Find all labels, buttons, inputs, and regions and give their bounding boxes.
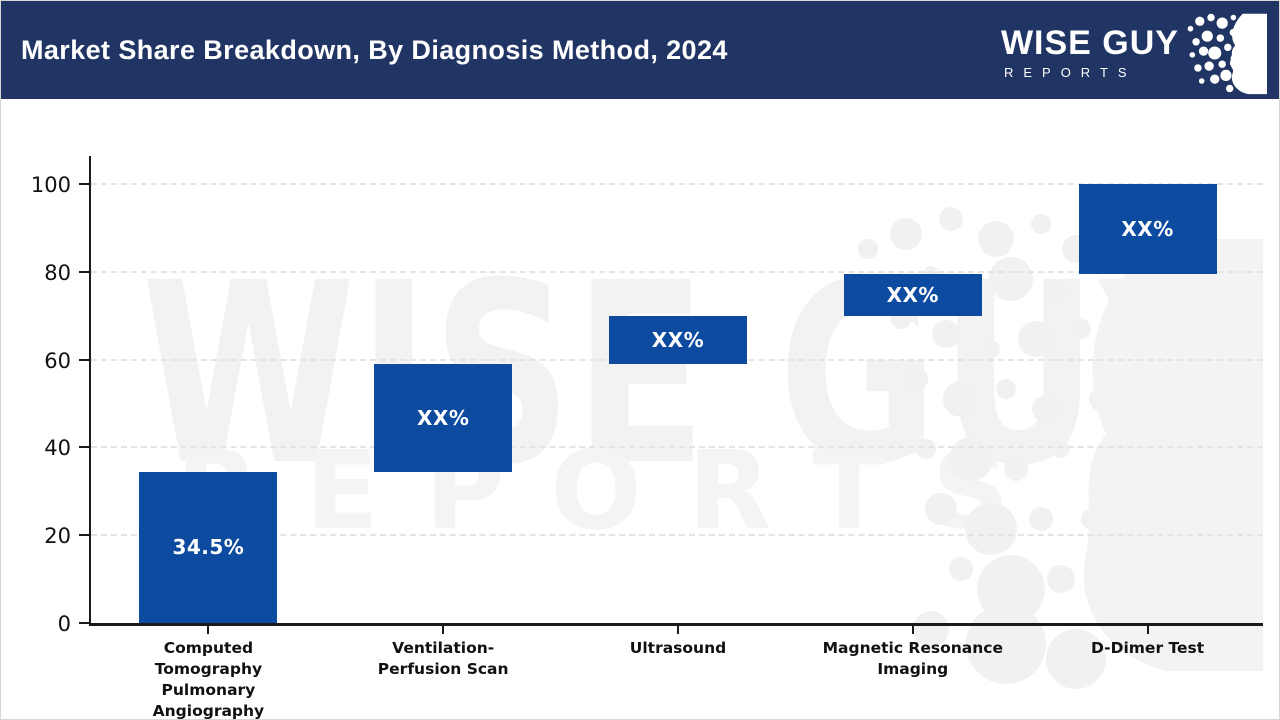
y-tick-mark [79,270,89,273]
header: Market Share Breakdown, By Diagnosis Met… [1,1,1279,99]
plot-area: 0 20 40 60 80 100 34.5% Computed Tomography Pulmo… [31,156,1263,719]
x-axis-label-line: Imaging [877,659,949,678]
y-tick-mark [79,358,89,361]
x-tick-mark [442,623,445,634]
x-axis-label-line: Ultrasound [629,639,727,657]
page-title: Market Share Breakdown, By Diagnosis Met… [21,34,728,65]
y-tick-label: 100 [30,173,71,197]
bar-value-label: XX% [416,405,470,430]
x-axis-label-line: Angiography [152,701,265,720]
y-tick-mark [79,446,89,449]
wiseguy-logo-text: WISE GUY REPORTS [1000,24,1179,80]
gridline [91,534,1263,537]
x-tick-mark [677,623,679,634]
wiseguy-logo-name: WISE GUY [1000,24,1179,63]
bar: 34.5% [139,471,278,623]
x-tick-mark [207,623,210,634]
bar-value-label: XX% [651,327,705,352]
y-tick-label: 60 [44,348,71,373]
bar: XX% [609,315,747,364]
gridline [91,183,1263,185]
bar: XX% [1078,184,1217,274]
x-tick-mark [1146,623,1149,634]
wiseguy-logo: WISE GUY REPORTS [1001,10,1267,96]
y-tick-label: 40 [44,436,71,461]
bar-value-label: XX% [886,282,939,307]
y-tick-label: 0 [57,612,71,636]
y-tick-mark [79,183,89,185]
x-axis-label-line: Tomography [154,659,263,678]
x-axis-label: Ventilation- Perfusion Scan [318,638,568,680]
bar: XX% [374,364,513,472]
bar: XX% [843,274,982,316]
x-axis-label-line: D-Dimer Test [1091,639,1205,657]
x-axis-label-line: Pulmonary [161,680,256,699]
y-tick-mark [79,622,89,624]
x-axis-label-line: Perfusion Scan [377,659,509,678]
gridline [91,270,1263,273]
wiseguy-logo-sub: REPORTS [1003,64,1137,80]
x-axis-label: Magnetic Resonance Imaging [788,638,1038,680]
x-axis-label: D-Dimer Test [1023,638,1273,659]
x-axis-label-line: Ventilation- [392,639,495,657]
y-tick-label: 20 [44,524,71,549]
x-axis-label: Ultrasound [553,638,803,659]
x-axis-label-line: Computed [163,639,254,657]
bar-value-label: 34.5% [172,535,245,560]
x-axis-label: Computed Tomography Pulmonary Angiography [83,638,333,720]
x-axis-label-line: Magnetic Resonance [822,639,1003,657]
bar-value-label: XX% [1121,217,1174,241]
x-tick-mark [911,623,914,634]
y-tick-mark [79,534,89,537]
wiseguy-face-icon [1187,13,1267,95]
chart-canvas: WISE GUY REPORTS [1,99,1279,719]
y-tick-label: 80 [44,260,71,285]
gridline [91,446,1263,449]
